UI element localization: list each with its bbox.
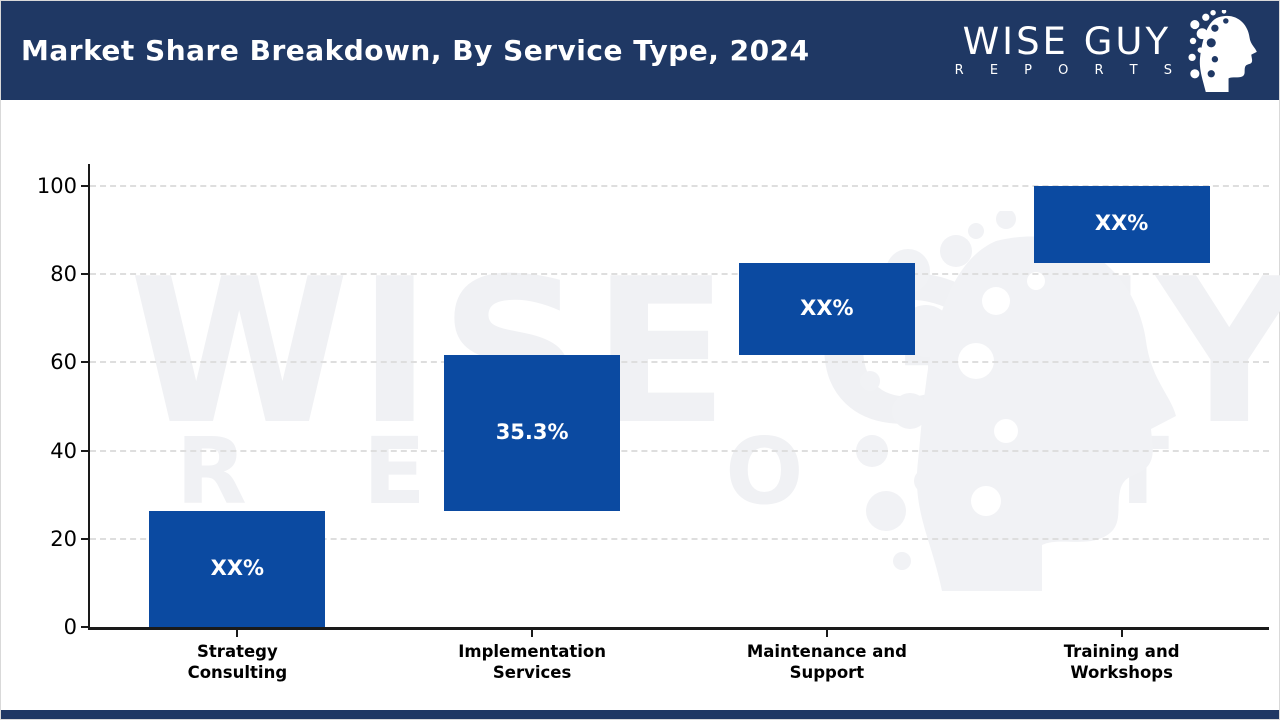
- y-axis-line: [88, 164, 90, 629]
- waterfall-bar: [738, 262, 915, 356]
- x-axis-tick: [1120, 629, 1123, 637]
- y-axis-tick: [81, 185, 90, 187]
- y-axis-tick: [81, 361, 90, 364]
- brand-face-icon: [1188, 9, 1257, 92]
- bar-value-label: 35.3%: [495, 420, 569, 445]
- y-axis-tick: [81, 449, 90, 452]
- y-gridline: [90, 449, 1269, 452]
- y-gridline: [90, 361, 1269, 364]
- brand-logo: WISE GUY R E P O R T S: [951, 9, 1261, 92]
- x-category-label-line: Services: [492, 663, 572, 682]
- bar-value-label: XX%: [210, 556, 265, 580]
- x-category-label: Maintenance and Support: [687, 641, 967, 683]
- x-category-label-line: Strategy: [197, 642, 278, 661]
- y-gridline: [90, 273, 1269, 276]
- y-axis-tick-label: 60: [50, 350, 77, 375]
- bar-value-label: XX%: [1094, 211, 1149, 236]
- x-category-label-line: Training and: [1063, 642, 1180, 661]
- y-axis-tick-label: 40: [50, 438, 77, 463]
- x-axis-tick: [825, 629, 828, 637]
- x-axis-tick: [531, 629, 534, 637]
- y-gridline: [90, 537, 1269, 540]
- bar-value-label: XX%: [800, 296, 854, 321]
- header-bar: Market Share Breakdown, By Service Type,…: [1, 1, 1279, 100]
- y-gridline: [90, 185, 1269, 187]
- chart-title: Market Share Breakdown, By Service Type,…: [21, 34, 810, 67]
- x-category-label-line: Consulting: [187, 663, 288, 682]
- brand-logo-text: WISE GUY R E P O R T S: [951, 23, 1183, 78]
- x-axis-tick: [236, 629, 239, 637]
- x-category-label-line: Implementation: [458, 642, 607, 661]
- y-axis-tick: [81, 626, 90, 628]
- brand-logo-name: WISE GUY: [962, 20, 1172, 63]
- y-axis-tick-label: 20: [50, 526, 77, 551]
- y-axis-tick: [81, 273, 90, 276]
- x-category-label: Training and Workshops: [982, 641, 1262, 683]
- x-category-label-line: Support: [789, 663, 865, 682]
- brand-logo-subname: R E P O R T S: [954, 63, 1183, 78]
- x-category-label: Strategy Consulting: [97, 641, 377, 683]
- y-axis-tick-label: 80: [50, 262, 77, 287]
- y-axis-tick-label: 0: [63, 615, 77, 639]
- y-axis-tick-label: 100: [36, 174, 77, 198]
- x-axis-line: [88, 627, 1269, 630]
- waterfall-bar: [1033, 186, 1210, 263]
- x-category-label-line: Workshops: [1070, 663, 1173, 682]
- waterfall-bar: [444, 355, 621, 512]
- x-category-label-line: Maintenance and: [746, 642, 907, 661]
- x-category-label: Implementation Services: [392, 641, 672, 683]
- footer-bar: [1, 710, 1279, 719]
- waterfall-bar: [149, 511, 326, 627]
- y-axis-tick: [81, 537, 90, 540]
